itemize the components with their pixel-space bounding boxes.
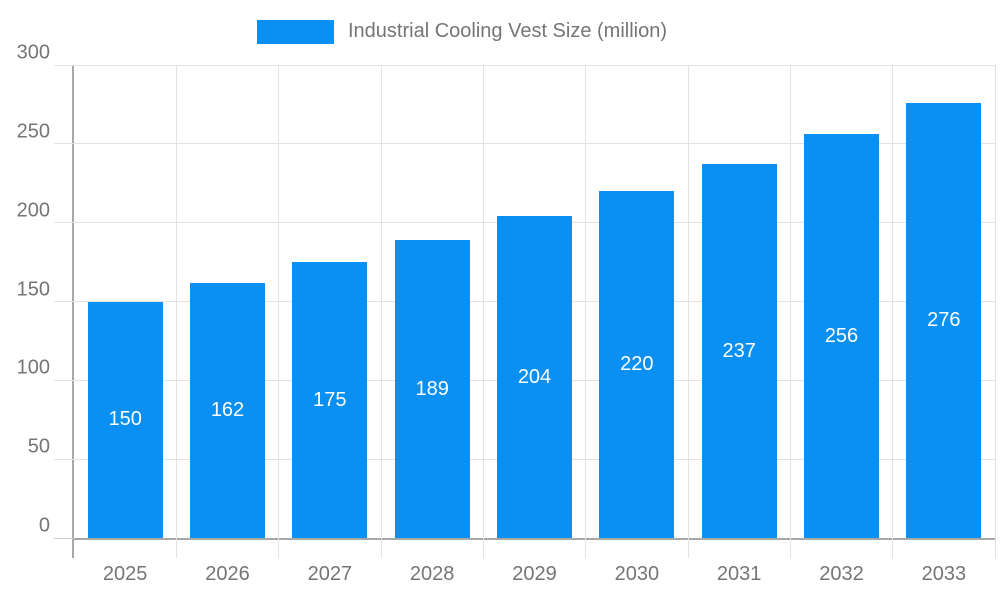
x-axis-label-2025: 2025 (102, 563, 148, 585)
gridline-vertical-2 (278, 65, 280, 558)
y-axis-label-200: 200 (16, 199, 50, 222)
legend-label: Industrial Cooling Vest Size (million) (348, 20, 668, 42)
bar-value-label-2026: 162 (210, 398, 245, 421)
gridline-vertical-3 (380, 65, 382, 558)
y-axis-label-100: 100 (16, 356, 50, 379)
gridline-vertical-7 (789, 65, 791, 558)
bar-value-label-2033: 276 (927, 308, 961, 331)
bar-value-label-2029: 204 (517, 365, 552, 388)
bar-2030[interactable]: 220 (599, 191, 675, 538)
x-axis-label-2033: 2033 (921, 563, 967, 585)
x-axis-label-2029: 2029 (512, 563, 557, 585)
bar-value-label-2028: 189 (415, 377, 449, 400)
bar-2028[interactable]: 189 (394, 240, 470, 538)
x-axis-label-2028: 2028 (409, 563, 455, 585)
bar-2025[interactable]: 150 (87, 301, 163, 538)
gridline-vertical-5 (585, 65, 587, 558)
y-axis-label-150: 150 (16, 278, 50, 300)
bar-value-label-2032: 256 (824, 324, 859, 347)
y-axis-zero-tick (54, 538, 74, 539)
bar-value-label-2030: 220 (620, 353, 654, 376)
x-axis-label-2026: 2026 (205, 563, 250, 585)
legend-swatch (257, 19, 334, 44)
y-axis-label-50: 50 (27, 435, 50, 458)
y-axis-label-300: 300 (16, 41, 50, 64)
gridline-vertical-6 (687, 65, 689, 558)
x-axis-label-2030: 2030 (614, 563, 660, 585)
bar-2031[interactable]: 237 (701, 164, 777, 538)
gridline-horizontal-250 (54, 143, 995, 145)
bar-value-label-2025: 150 (108, 408, 142, 431)
gridline-vertical-4 (482, 65, 484, 558)
x-axis-label-2032: 2032 (819, 563, 864, 585)
bar-2027[interactable]: 175 (292, 262, 368, 538)
gridline-vertical-9 (994, 65, 996, 558)
x-axis-label-2027: 2027 (307, 563, 353, 585)
bar-2033[interactable]: 276 (906, 102, 982, 538)
plot-area: 0 50 100 150 200 250 300 150 2025 162 2026 175 2027 1… (17, 42, 996, 585)
bar-value-label-2027: 175 (313, 388, 347, 411)
gridline-vertical-8 (892, 65, 894, 558)
y-axis-label-0: 0 (38, 514, 50, 537)
y-axis-label-250: 250 (16, 120, 50, 143)
gridline-vertical-1 (175, 65, 177, 558)
x-axis-origin-tick (72, 538, 74, 558)
gridline-horizontal-300 (54, 64, 995, 66)
bar-2026[interactable]: 162 (190, 282, 265, 538)
bar-value-label-2031: 237 (722, 339, 756, 362)
x-axis-label-2031: 2031 (716, 563, 762, 585)
bar-2032[interactable]: 256 (804, 134, 879, 538)
legend[interactable]: Industrial Cooling Vest Size (million) (257, 19, 667, 44)
bar-2029[interactable]: 204 (497, 216, 572, 538)
